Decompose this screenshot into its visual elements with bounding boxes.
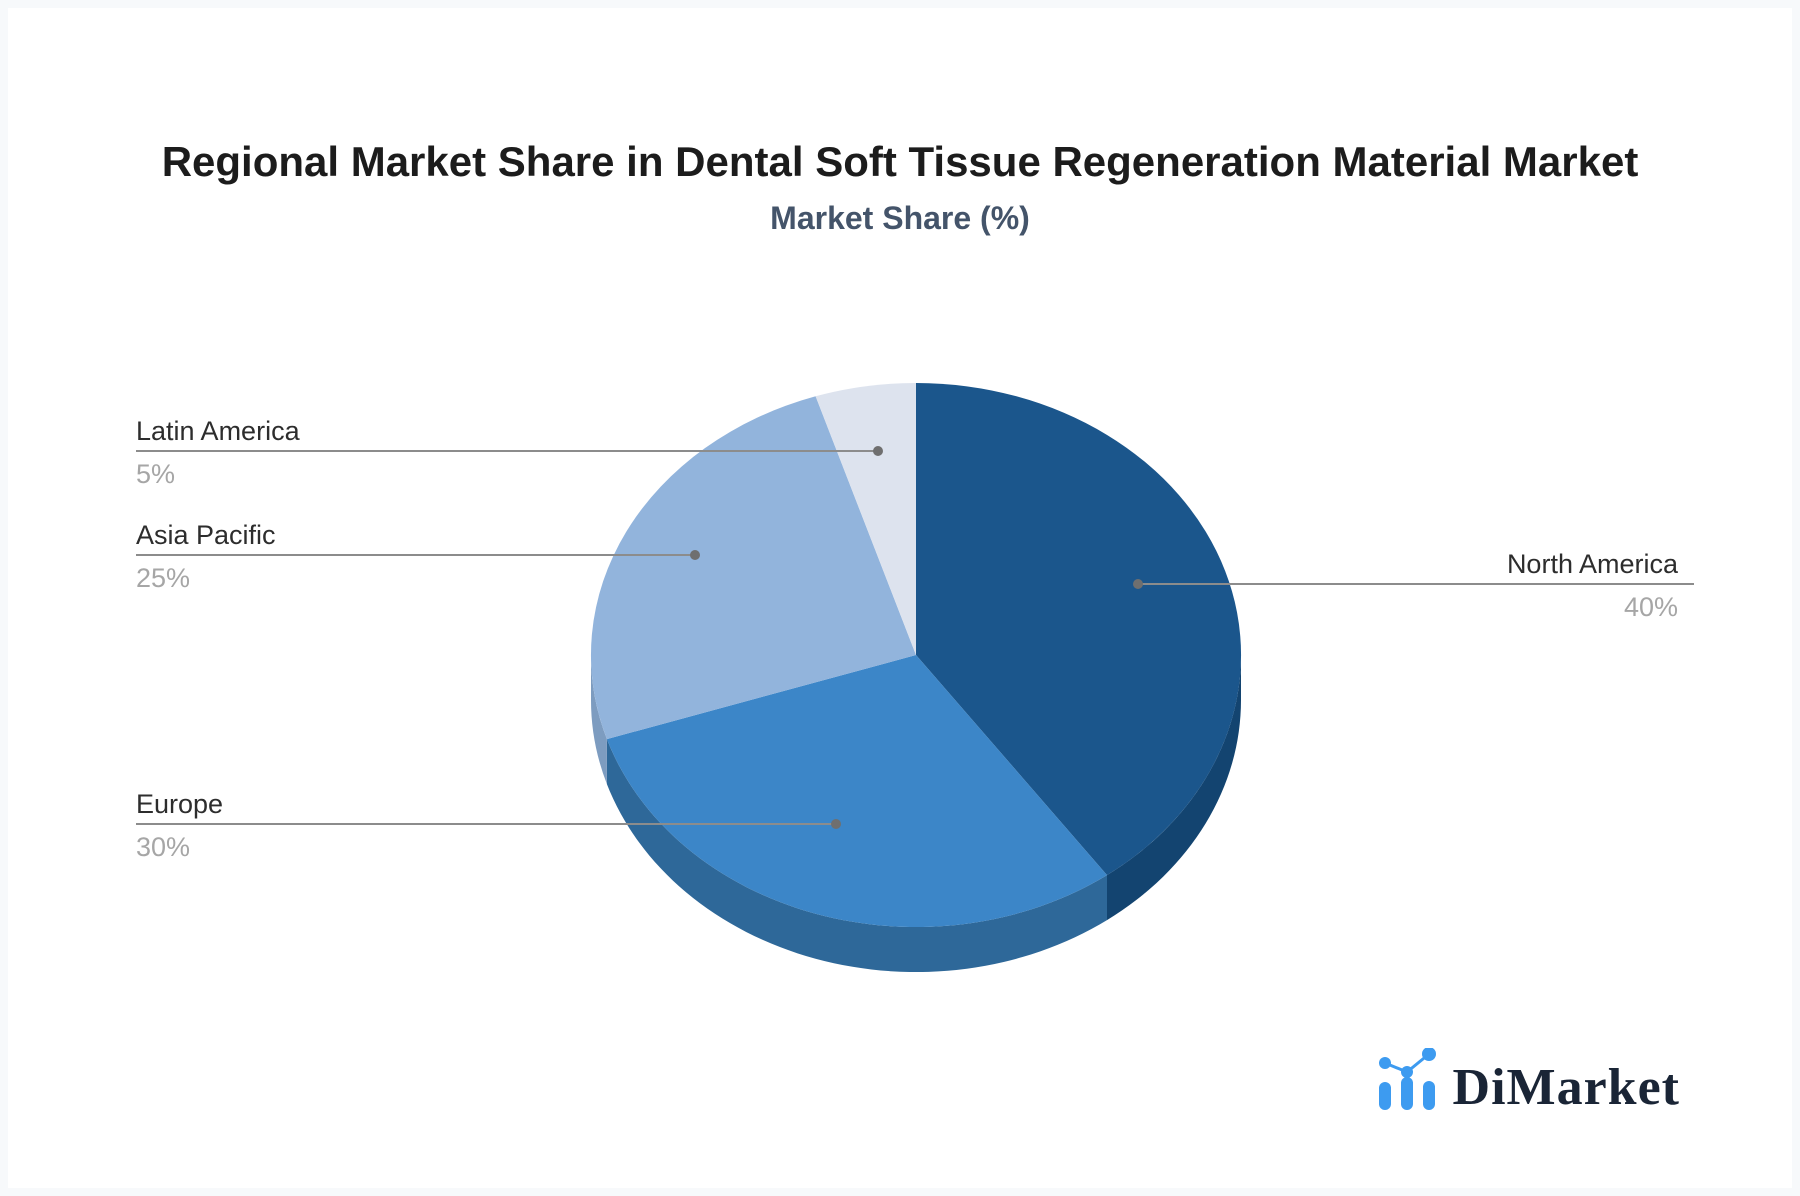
callout-value-north-america: 40%: [1623, 592, 1678, 622]
pie-chart: [136, 383, 1694, 973]
callout-label-north-america: North America: [1506, 549, 1678, 579]
leader-dot-europe: [831, 819, 841, 829]
pie-slice-north-america: [916, 383, 1242, 876]
pie-slice-europe: [606, 655, 1107, 928]
pie-slice-side-north-america: [1107, 655, 1241, 921]
bar-line-chart-icon: [1378, 1048, 1436, 1110]
callout-label-asia-pacific: Asia Pacific: [136, 520, 276, 550]
chart-subtitle: Market Share (%): [770, 200, 1030, 236]
pie-slice-side-asia-pacific: [591, 655, 607, 785]
brand-logo: DiMarket: [1377, 1048, 1680, 1118]
leader-dot-latin-america: [873, 446, 883, 456]
leader-dot-asia-pacific: [690, 550, 700, 560]
callout-value-latin-america: 5%: [136, 459, 176, 489]
callout-value-europe: 30%: [136, 832, 191, 862]
page-title: Regional Market Share in Dental Soft Tis…: [161, 138, 1639, 185]
callout-label-europe: Europe: [136, 789, 224, 819]
chart-card: Regional Market Share in Dental Soft Tis…: [8, 8, 1792, 1188]
leader-dot-north-america: [1133, 579, 1143, 589]
pie-slice-side-europe: [606, 739, 1107, 973]
callout-label-latin-america: Latin America: [136, 416, 300, 446]
pie-slice-asia-pacific: [590, 396, 916, 740]
brand-name: DiMarket: [1452, 1059, 1680, 1116]
callout-value-asia-pacific: 25%: [136, 563, 191, 593]
